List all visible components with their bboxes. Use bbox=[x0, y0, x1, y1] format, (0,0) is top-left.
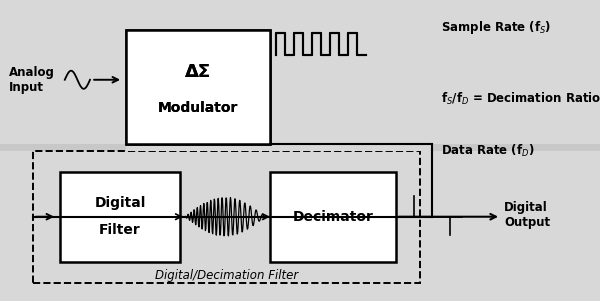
Text: Data Rate (f$_D$): Data Rate (f$_D$) bbox=[441, 142, 535, 159]
Bar bbox=[270, 172, 396, 262]
Text: Sample Rate (f$_S$): Sample Rate (f$_S$) bbox=[441, 19, 551, 36]
Text: Filter: Filter bbox=[99, 223, 141, 237]
Bar bbox=[126, 30, 270, 144]
Bar bbox=[126, 30, 270, 144]
Text: Digital/Decimation Filter: Digital/Decimation Filter bbox=[155, 269, 298, 282]
Text: ΔΣ: ΔΣ bbox=[185, 64, 211, 82]
Bar bbox=[126, 144, 432, 150]
Text: Analog
Input: Analog Input bbox=[9, 66, 55, 94]
Text: Digital
Output: Digital Output bbox=[504, 201, 550, 229]
Text: f$_S$/f$_D$ = Decimation Ratio: f$_S$/f$_D$ = Decimation Ratio bbox=[441, 91, 600, 107]
Text: Modulator: Modulator bbox=[158, 101, 238, 115]
Text: ΔΣ: ΔΣ bbox=[185, 64, 211, 82]
Text: Decimator: Decimator bbox=[293, 210, 373, 224]
Bar bbox=[60, 172, 180, 262]
Bar bbox=[0, 144, 600, 150]
Text: Modulator: Modulator bbox=[158, 101, 238, 115]
Text: Digital: Digital bbox=[94, 196, 146, 210]
Bar bbox=[33, 150, 420, 283]
